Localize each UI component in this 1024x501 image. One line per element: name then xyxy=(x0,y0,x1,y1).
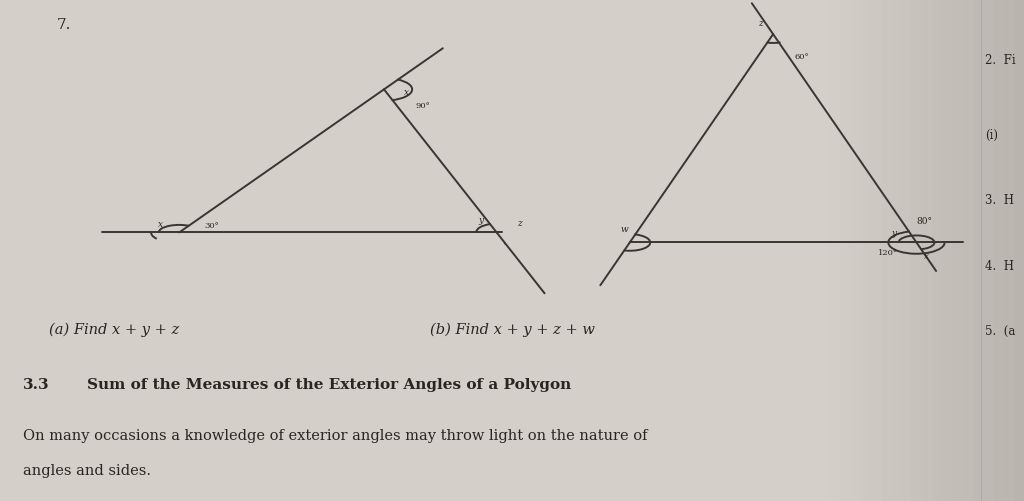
Text: 2.  Fi: 2. Fi xyxy=(985,54,1016,67)
Text: (b) Find x + y + z + w: (b) Find x + y + z + w xyxy=(430,322,595,336)
Text: angles and sides.: angles and sides. xyxy=(23,463,151,477)
Text: x: x xyxy=(158,220,164,229)
Text: 120°: 120° xyxy=(878,248,898,256)
Text: y: y xyxy=(891,228,897,237)
Text: 90°: 90° xyxy=(416,102,430,110)
Text: On many occasions a knowledge of exterior angles may throw light on the nature o: On many occasions a knowledge of exterio… xyxy=(23,428,647,442)
Text: z: z xyxy=(759,19,763,28)
Text: (a) Find x + y + z: (a) Find x + y + z xyxy=(49,322,179,336)
Text: 3.3: 3.3 xyxy=(23,377,49,391)
Text: w: w xyxy=(621,225,629,234)
Text: 4.  H: 4. H xyxy=(985,259,1014,272)
Text: 30°: 30° xyxy=(205,222,219,230)
Text: x: x xyxy=(924,251,930,260)
Text: 7.: 7. xyxy=(56,18,71,32)
Text: 3.  H: 3. H xyxy=(985,194,1014,207)
Text: 60°: 60° xyxy=(795,53,809,61)
Text: 5.  (a: 5. (a xyxy=(985,324,1016,337)
Text: x: x xyxy=(403,88,410,97)
Text: y: y xyxy=(478,216,484,225)
Text: (i): (i) xyxy=(985,129,998,142)
Text: 80°: 80° xyxy=(916,217,933,226)
Text: z: z xyxy=(517,218,521,227)
Text: Sum of the Measures of the Exterior Angles of a Polygon: Sum of the Measures of the Exterior Angl… xyxy=(87,377,571,391)
